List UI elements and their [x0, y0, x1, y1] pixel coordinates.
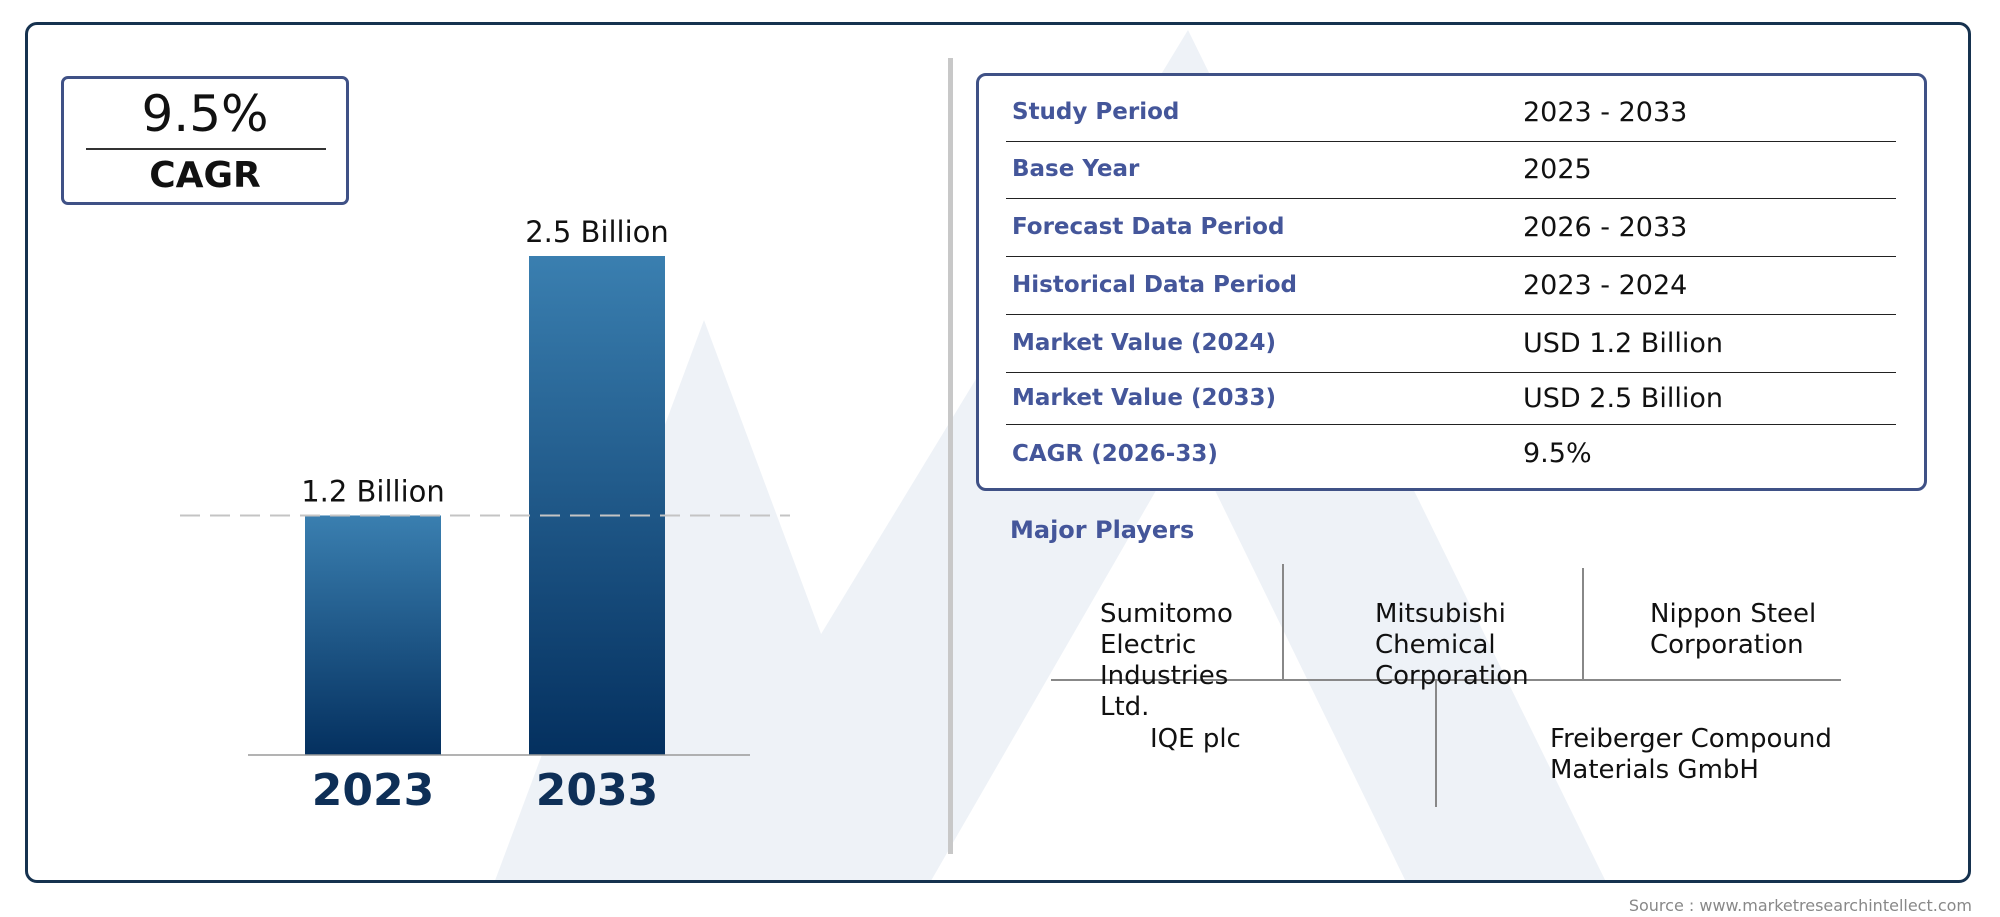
- player-name: IQE plc: [1150, 724, 1241, 754]
- row-label: Market Value (2033): [1012, 385, 1276, 411]
- row-label: Forecast Data Period: [1012, 214, 1285, 240]
- row-label: Market Value (2024): [1012, 330, 1276, 356]
- player-name: Sumitomo Electric Industries Ltd.: [1100, 599, 1233, 722]
- row-label: Study Period: [1012, 99, 1180, 125]
- cagr-label: CAGR: [149, 155, 261, 196]
- market-bar-chart: 1.2 Billion 2.5 Billion 2023 2033: [180, 215, 790, 816]
- table-row: Historical Data Period 2023 - 2024: [1006, 257, 1896, 315]
- row-value: USD 2.5 Billion: [1523, 383, 1723, 414]
- major-players-title: Major Players: [1010, 516, 1195, 544]
- row-value: 2023 - 2033: [1523, 97, 1688, 128]
- cagr-divider: [86, 148, 326, 150]
- row-label: Base Year: [1012, 156, 1140, 182]
- row-value: 2023 - 2024: [1523, 270, 1688, 301]
- player-name: Freiberger Compound Materials GmbH: [1550, 724, 1832, 785]
- table-row: CAGR (2026-33) 9.5%: [1006, 425, 1896, 483]
- row-value: 9.5%: [1523, 438, 1592, 469]
- x-tick-label: 2033: [536, 765, 658, 816]
- row-value: 2025: [1523, 154, 1592, 185]
- table-row: Market Value (2033) USD 2.5 Billion: [1006, 373, 1896, 425]
- table-row: Study Period 2023 - 2033: [1006, 84, 1896, 142]
- row-label: CAGR (2026-33): [1012, 441, 1218, 467]
- player-name: Mitsubishi Chemical Corporation: [1375, 599, 1529, 691]
- table-row: Market Value (2024) USD 1.2 Billion: [1006, 315, 1896, 373]
- row-value: 2026 - 2033: [1523, 212, 1688, 243]
- row-value: USD 1.2 Billion: [1523, 328, 1723, 359]
- data-label: 2.5 Billion: [525, 215, 669, 249]
- player-name: Nippon Steel Corporation: [1650, 599, 1817, 660]
- source-credit: Source : www.marketresearchintellect.com: [1628, 896, 1972, 915]
- players-connector: [1282, 564, 1284, 679]
- table-row: Base Year 2025: [1006, 141, 1896, 199]
- bar-2033: [529, 256, 665, 755]
- players-connector: [1435, 679, 1437, 807]
- data-label: 1.2 Billion: [301, 474, 445, 508]
- players-baseline: [1051, 679, 1841, 681]
- table-row: Forecast Data Period 2026 - 2033: [1006, 199, 1896, 257]
- x-tick-label: 2023: [312, 765, 434, 816]
- row-label: Historical Data Period: [1012, 272, 1297, 298]
- cagr-value: 9.5%: [141, 85, 269, 143]
- vertical-divider: [948, 58, 953, 854]
- summary-table: Study Period 2023 - 2033 Base Year 2025 …: [976, 73, 1927, 491]
- cagr-box: 9.5% CAGR: [61, 76, 349, 205]
- bar-2023: [305, 515, 441, 755]
- players-connector: [1582, 568, 1584, 679]
